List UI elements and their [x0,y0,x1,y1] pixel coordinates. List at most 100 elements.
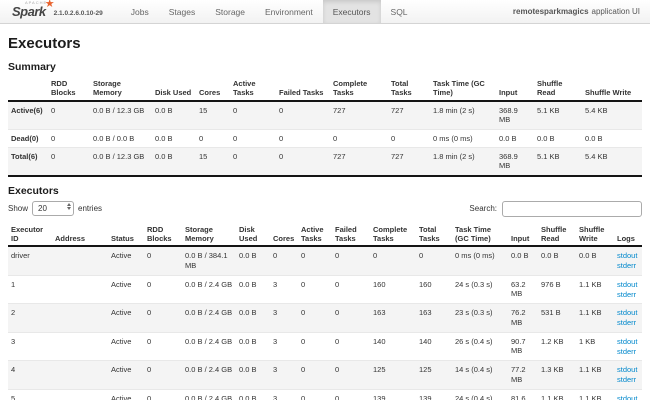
nav-tab-jobs[interactable]: Jobs [130,6,149,17]
show-label: Show [8,204,29,214]
search-input[interactable] [502,200,642,217]
executor-cell: 0.0 B / 2.4 GB [185,279,233,289]
executor-cell: 0 [335,365,340,375]
executor-cell: 1.1 KB [579,365,602,375]
executor-col-header[interactable]: Input [508,222,538,248]
stdout-log-link[interactable]: stdout [617,365,638,375]
executor-cell: 163 [419,308,432,318]
executor-cell: 0 [419,251,424,261]
executor-cell: 0.0 B / 2.4 GB [185,365,233,375]
summary-col-header[interactable]: Active Tasks [230,77,276,102]
stdout-log-link[interactable]: stdout [617,279,638,289]
summary-col-header[interactable]: Storage Memory [90,77,152,102]
stderr-log-link[interactable]: stderr [617,261,637,271]
executor-cell: 0 [373,251,378,261]
executor-col-header[interactable]: Task Time (GC Time) [452,222,508,248]
executor-cell: 24 s (0.4 s) [455,393,493,400]
application-suffix: application UI [591,7,640,16]
executor-cell: 139 [419,393,432,400]
summary-cell: 15 [199,151,208,161]
executor-col-header[interactable]: Shuffle Read [538,222,576,248]
executor-cell: 0 [335,336,340,346]
summary-col-header[interactable]: Complete Tasks [330,77,388,102]
executor-row: 3 Active 0 0.0 B / 2.4 GB 0.0 B 3 0 0 140 140 26 s… [8,332,642,361]
executor-cell: 3 [11,336,16,346]
apache-label: APACHE [25,0,48,5]
summary-cell: 5.1 KB [537,105,560,115]
nav-tab-environment[interactable]: Environment [265,6,313,17]
executor-col-header[interactable]: Executor ID [8,222,52,248]
summary-col-header[interactable]: Input [496,77,534,102]
nav-tab-stages[interactable]: Stages [168,6,196,17]
search-label: Search: [469,204,497,214]
summary-cell: 0.0 B [537,133,555,143]
executor-cell: 140 [419,336,432,346]
executor-cell: 0.0 B [239,279,257,289]
stdout-log-link[interactable]: stdout [617,308,638,318]
executor-cell: Active [111,308,132,318]
executor-cell: 0 [147,365,152,375]
entries-select[interactable]: 20 [32,201,75,217]
executor-col-header[interactable]: Total Tasks [416,222,452,248]
executor-cell: 160 [373,279,386,289]
executor-col-header[interactable]: Storage Memory [182,222,236,248]
summary-col-header[interactable]: Shuffle Write [582,77,642,102]
executor-cell: 0 [301,365,306,375]
executor-cell: 0 [147,393,152,400]
summary-col-header[interactable]: Cores [196,77,230,102]
summary-cell: 15 [199,105,208,115]
executor-col-header[interactable]: Complete Tasks [370,222,416,248]
executor-cell [52,361,108,390]
summary-col-header[interactable]: Shuffle Read [534,77,582,102]
summary-cell: 0 [333,133,338,143]
executor-cell: 5 [11,393,16,400]
stdout-log-link[interactable]: stdout [617,251,638,261]
executor-cell: 1.3 KB [541,365,564,375]
executor-cell [52,246,108,275]
executor-cell: 0.0 B [239,251,257,261]
summary-col-header[interactable]: Failed Tasks [276,77,330,102]
stderr-log-link[interactable]: stderr [617,375,637,385]
executor-cell: driver [11,251,30,261]
summary-cell: 0.0 B [585,133,603,143]
executor-cell: 160 [419,279,432,289]
summary-col-header[interactable]: RDD Blocks [48,77,90,102]
summary-col-header[interactable] [8,77,48,102]
spark-logo[interactable]: APACHE Spark ★ [12,0,55,21]
summary-row-label: Active(6) [11,105,43,115]
stdout-log-link[interactable]: stdout [617,336,638,346]
summary-col-header[interactable]: Disk Used [152,77,196,102]
executor-cell: 0.0 B [239,365,257,375]
summary-row-label: Total(6) [11,151,38,161]
stderr-log-link[interactable]: stderr [617,318,637,328]
executor-cell: 531 B [541,308,561,318]
executor-cell: 139 [373,393,386,400]
nav-tab-storage[interactable]: Storage [215,6,246,17]
executor-col-header[interactable]: Active Tasks [298,222,332,248]
executor-col-header[interactable]: Shuffle Write [576,222,614,248]
stdout-log-link[interactable]: stdout [617,393,638,400]
nav-tab-executors[interactable]: Executors [322,0,381,23]
summary-col-header[interactable]: Total Tasks [388,77,430,102]
executor-col-header[interactable]: Address [52,222,108,248]
summary-cell: 0 [279,105,284,115]
executor-col-header[interactable]: Status [108,222,144,248]
executor-cell: 14 s (0.4 s) [455,365,493,375]
summary-cell: 0.0 B / 12.3 GB [93,151,145,161]
executor-col-header[interactable]: Failed Tasks [332,222,370,248]
executor-col-header[interactable]: RDD Blocks [144,222,182,248]
executor-col-header[interactable]: Disk Used [236,222,270,248]
executor-cell: 0 [301,251,306,261]
executor-cell: 4 [11,365,16,375]
stderr-log-link[interactable]: stderr [617,346,637,356]
executor-col-header[interactable]: Cores [270,222,298,248]
executor-cell [52,275,108,304]
stderr-log-link[interactable]: stderr [617,289,637,299]
application-title: remotesparkmagics application UI [513,0,650,23]
executor-col-header[interactable]: Logs [614,222,642,248]
summary-cell: 0.0 B [155,105,173,115]
nav-tab-sql[interactable]: SQL [390,6,408,17]
executor-cell: 0 [301,279,306,289]
summary-col-header[interactable]: Task Time (GC Time) [430,77,496,102]
